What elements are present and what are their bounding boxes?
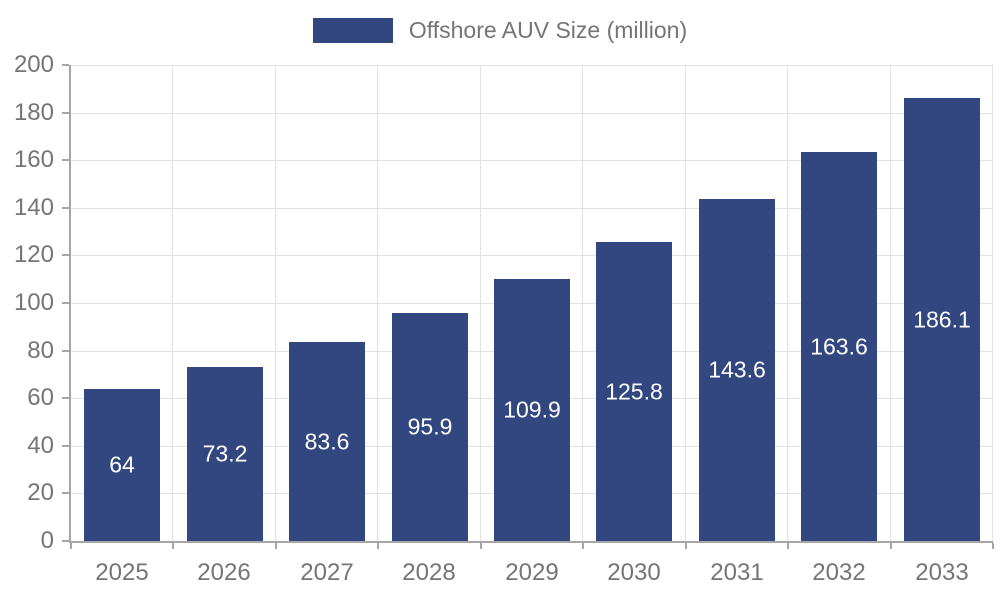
x-tick [377, 543, 379, 549]
bar-2031[interactable]: 143.6 [699, 199, 775, 541]
x-tick [787, 543, 789, 549]
y-tick [62, 540, 69, 542]
bar-value-label: 186.1 [913, 306, 971, 332]
y-tick [62, 254, 69, 256]
y-axis-label: 100 [13, 289, 54, 316]
y-tick [62, 302, 69, 304]
bar-value-label: 125.8 [605, 378, 663, 404]
bar-2030[interactable]: 125.8 [596, 242, 672, 541]
gridline-vertical [992, 65, 993, 541]
x-axis-label: 2029 [505, 559, 559, 586]
x-axis-label: 2032 [812, 559, 866, 586]
x-axis-label: 2031 [710, 559, 764, 586]
legend[interactable]: Offshore AUV Size (million) [0, 17, 1000, 44]
x-tick [275, 543, 277, 549]
y-axis-label: 60 [27, 384, 54, 411]
bar-value-label: 73.2 [202, 440, 248, 467]
x-axis-label: 2026 [197, 559, 251, 586]
y-axis-label: 200 [13, 51, 54, 78]
gridline-vertical [685, 65, 686, 541]
plot-area: 64 73.2 83.6 95.9 109.9 125.8 143.6 163.6 186.1 [71, 65, 993, 541]
x-tick [480, 543, 482, 549]
x-axis-label: 2033 [915, 559, 969, 586]
bar-2026[interactable]: 73.2 [187, 367, 263, 541]
bar-2033[interactable]: 186.1 [904, 98, 980, 541]
y-tick [62, 397, 69, 399]
x-axis-label: 2025 [95, 559, 149, 586]
y-axis-label: 40 [27, 432, 54, 459]
x-tick [70, 543, 72, 549]
y-axis-line [69, 65, 71, 543]
gridline-horizontal [71, 65, 993, 66]
gridline-horizontal [71, 160, 993, 161]
gridline-vertical [480, 65, 481, 541]
bar-value-label: 95.9 [407, 413, 453, 440]
gridline-vertical [275, 65, 276, 541]
gridline-horizontal [71, 255, 993, 256]
x-tick [992, 543, 994, 549]
gridline-vertical [787, 65, 788, 541]
y-axis-label: 160 [13, 146, 54, 173]
bar-2029[interactable]: 109.9 [494, 279, 570, 541]
y-tick [62, 207, 69, 209]
bar-value-label: 64 [109, 451, 135, 478]
bar-value-label: 109.9 [503, 396, 561, 423]
legend-label: Offshore AUV Size (million) [408, 17, 688, 43]
gridline-vertical [582, 65, 583, 541]
bar-2032[interactable]: 163.6 [801, 152, 877, 541]
y-tick [62, 159, 69, 161]
gridline-horizontal [71, 208, 993, 209]
y-tick [62, 350, 69, 352]
x-tick [685, 543, 687, 549]
x-axis-label: 2028 [402, 559, 456, 586]
y-axis-label: 120 [13, 241, 54, 268]
bar-value-label: 83.6 [304, 428, 350, 454]
x-axis-label: 2030 [607, 559, 661, 586]
y-axis-label: 140 [13, 194, 54, 221]
y-tick [62, 64, 69, 66]
bar-2028[interactable]: 95.9 [392, 313, 468, 541]
x-axis-line [69, 541, 993, 543]
x-tick [172, 543, 174, 549]
y-tick [62, 445, 69, 447]
y-axis-label: 80 [27, 337, 54, 364]
legend-swatch [312, 18, 393, 43]
y-axis-label: 0 [40, 527, 54, 554]
bar-2027[interactable]: 83.6 [289, 342, 365, 541]
gridline-vertical [890, 65, 891, 541]
y-tick [62, 492, 69, 494]
gridline-horizontal [71, 113, 993, 114]
bar-value-label: 143.6 [708, 356, 766, 383]
gridline-vertical [172, 65, 173, 541]
y-axis-label: 20 [27, 479, 54, 506]
bar-2025[interactable]: 64 [84, 389, 160, 541]
x-axis-label: 2027 [300, 559, 354, 586]
x-tick [890, 543, 892, 549]
x-tick [582, 543, 584, 549]
y-tick [62, 112, 69, 114]
gridline-vertical [377, 65, 378, 541]
y-axis-label: 180 [13, 99, 54, 126]
bar-value-label: 163.6 [810, 333, 868, 359]
